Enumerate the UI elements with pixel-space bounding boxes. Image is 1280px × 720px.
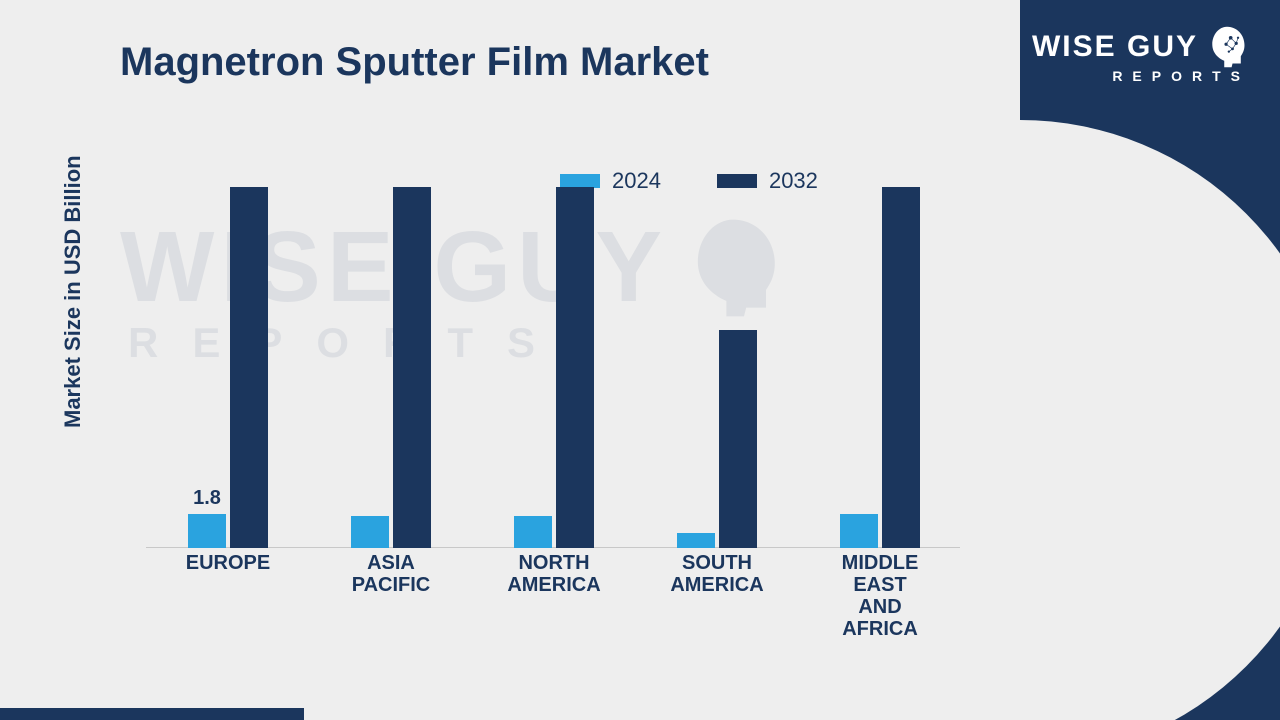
brand-logo: WISE GUY REPORTS [1032,24,1250,84]
bar [514,516,552,548]
chart-area: Market Size in USD Billion 1.8 EUROPEASI… [80,168,960,628]
bar [351,516,389,548]
bar [840,514,878,548]
head-icon [1204,24,1250,70]
x-tick-label: ASIAPACIFIC [336,552,446,596]
bar [719,330,757,549]
bar [882,187,920,548]
x-axis-line [146,547,960,548]
y-axis-label: Market Size in USD Billion [60,155,86,428]
footer-accent-bar [0,708,304,720]
logo-line1: WISE GUY [1032,30,1198,64]
bar [188,514,226,548]
chart-title: Magnetron Sputter Film Market [120,40,709,85]
logo-line2: REPORTS [1032,68,1250,84]
bar [556,187,594,548]
bar [230,187,268,548]
bar [393,187,431,548]
bar-value-label: 1.8 [180,487,234,510]
bar [677,533,715,548]
stage: WISE GUY REPORTS Magnetron Sputter Film … [0,0,1280,720]
plot-area: 1.8 [146,168,960,548]
x-tick-label: SOUTHAMERICA [657,552,777,596]
x-tick-label: MIDDLEEASTANDAFRICA [820,552,940,640]
x-tick-label: EUROPE [173,552,283,574]
x-tick-label: NORTHAMERICA [494,552,614,596]
